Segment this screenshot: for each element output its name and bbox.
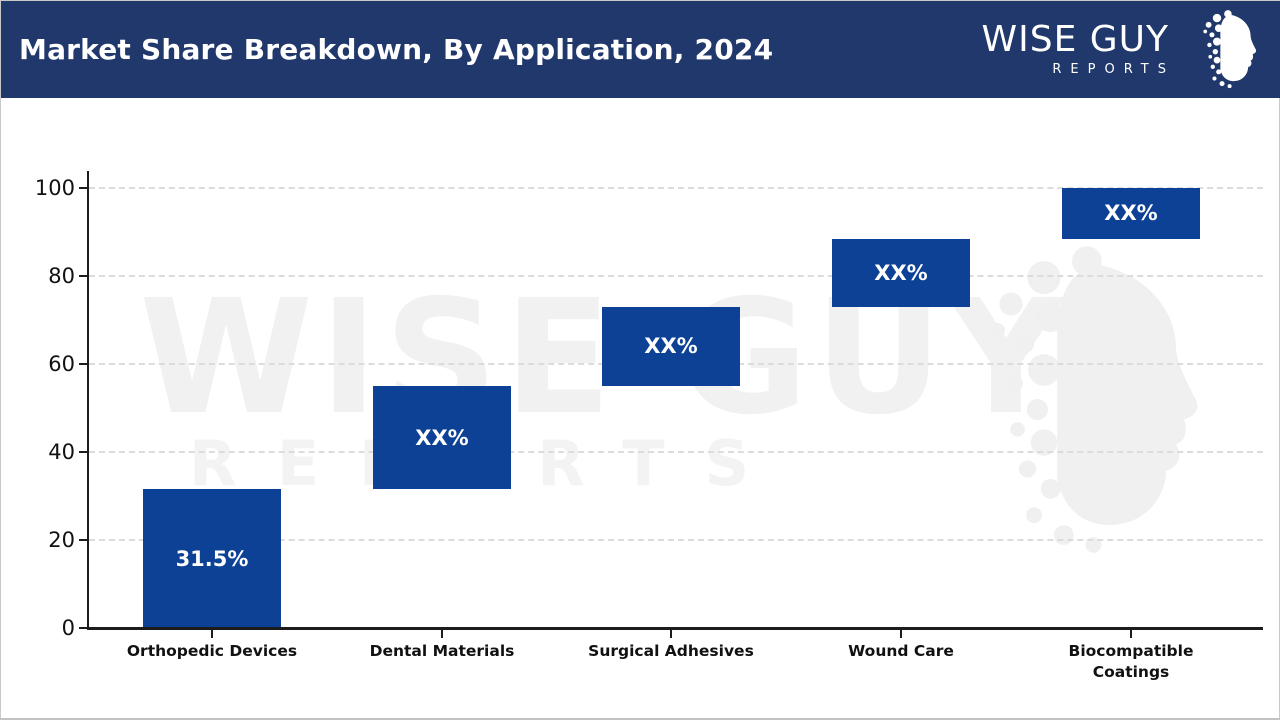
y-axis-tick-label: 80 <box>48 264 75 288</box>
logo-text: WISE GUY REPORTS <box>981 19 1170 78</box>
waterfall-bar: 31.5% <box>143 489 281 628</box>
x-category-label: Biocompatible Coatings <box>1068 642 1194 681</box>
bar-value-label: 31.5% <box>175 546 249 571</box>
x-axis-tick <box>211 630 213 638</box>
bar-value-label: XX% <box>644 334 698 359</box>
y-axis-tick-label: 100 <box>34 176 75 200</box>
y-axis-tick <box>79 275 87 277</box>
bar-value-label: XX% <box>415 425 469 450</box>
y-axis-tick <box>79 539 87 541</box>
x-axis-tick <box>441 630 443 638</box>
y-gridline <box>89 451 1263 453</box>
x-axis-tick <box>900 630 902 638</box>
x-axis-tick <box>1130 630 1132 638</box>
y-axis-line <box>87 171 89 630</box>
x-category-label: Surgical Adhesives <box>588 642 754 660</box>
y-gridline <box>89 275 1263 277</box>
waterfall-bar: XX% <box>602 306 740 386</box>
waterfall-bar: XX% <box>1062 188 1200 239</box>
x-category-label: Orthopedic Devices <box>126 642 298 660</box>
x-category-label: Wound Care <box>848 642 954 660</box>
y-gridline <box>89 187 1263 189</box>
waterfall-bar: XX% <box>373 386 511 490</box>
y-axis-tick <box>79 363 87 365</box>
wise-guy-reports-logo: WISE GUY REPORTS <box>982 8 1260 92</box>
waterfall-bar: XX% <box>832 238 970 307</box>
x-category-label: Dental Materials <box>369 642 515 660</box>
header-bar: Market Share Breakdown, By Application, … <box>1 1 1280 98</box>
x-axis-line <box>87 627 1263 630</box>
bar-value-label: XX% <box>874 260 928 285</box>
y-axis-tick-label: 0 <box>61 616 75 640</box>
bar-value-label: XX% <box>1104 201 1158 226</box>
y-axis-tick-label: 40 <box>48 440 75 464</box>
y-axis-tick <box>79 627 87 629</box>
x-axis-tick <box>670 630 672 638</box>
logo-wise-guy-label: WISE GUY <box>981 19 1169 60</box>
y-axis-tick <box>79 451 87 453</box>
y-axis-tick-label: 60 <box>48 352 75 376</box>
logo-reports-label: REPORTS <box>1052 62 1175 77</box>
page-title: Market Share Breakdown, By Application, … <box>19 33 774 66</box>
y-axis-tick <box>79 187 87 189</box>
y-gridline <box>89 539 1263 541</box>
y-axis-tick-label: 20 <box>48 528 75 552</box>
watermark-head-profile <box>990 246 1198 553</box>
logo-head-profile-icon <box>1203 9 1257 88</box>
